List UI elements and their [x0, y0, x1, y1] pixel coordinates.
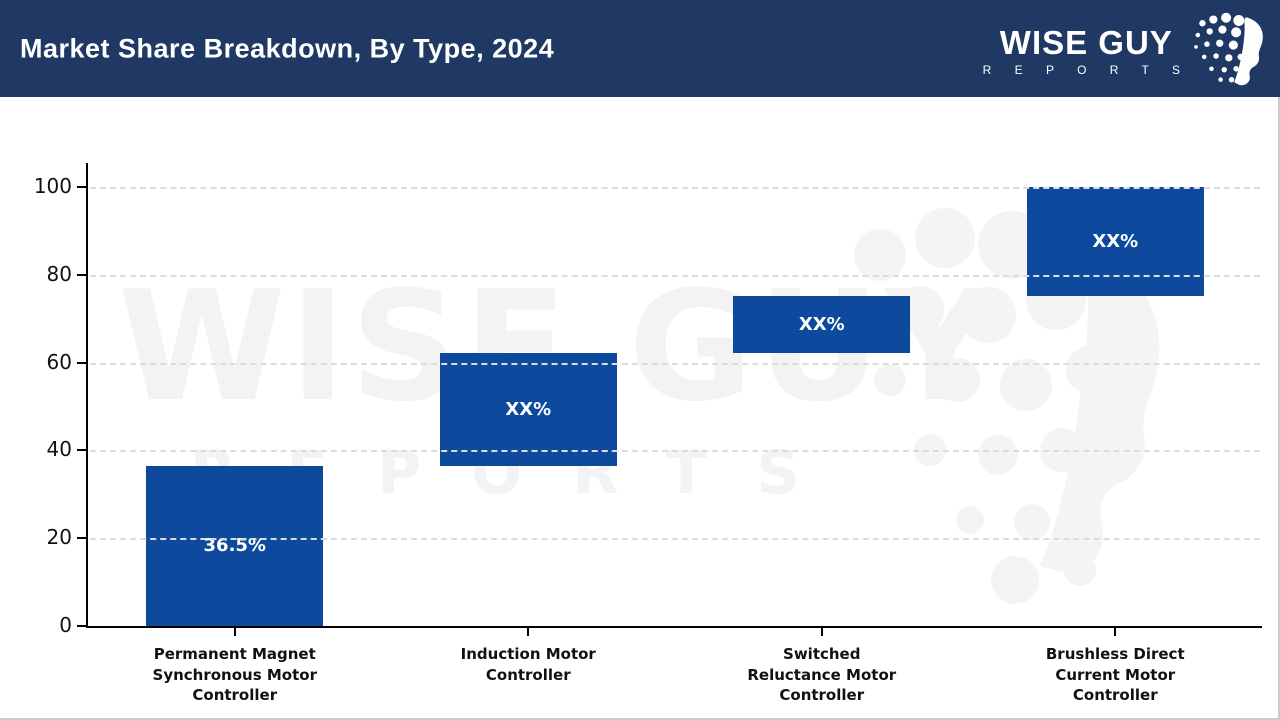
y-axis-tick-label: 40	[46, 437, 72, 462]
x-axis-tick	[1114, 628, 1117, 636]
y-axis-tick-label: 20	[46, 525, 72, 550]
y-axis-tick-label: 100	[33, 174, 72, 199]
bar-segment: XX%	[1026, 187, 1204, 296]
x-category-label: Brushless Direct Current Motor Controlle…	[1045, 645, 1185, 705]
gridline	[90, 362, 1260, 365]
gridline	[90, 450, 1260, 453]
bar-value-label: XX%	[1092, 231, 1139, 253]
y-axis-tick	[77, 625, 86, 627]
x-category-label: Permanent Magnet Synchronous Motor Contr…	[152, 645, 317, 705]
chart-plot-area: 36.5% XX% XX% XX% 0 20 40 60 80 100 Permanent Magn…	[34, 163, 1262, 704]
y-axis-tick-label: 80	[46, 261, 72, 286]
x-category-label: Induction Motor Controller	[460, 645, 596, 684]
y-axis-tick-label: 60	[46, 349, 72, 374]
y-axis-tick	[77, 361, 86, 364]
bar-value-label: 36.5%	[203, 535, 266, 557]
logo-text: WISE GUY R E P O R T S	[983, 24, 1190, 77]
gridline	[90, 274, 1260, 277]
gridline	[90, 187, 1260, 190]
x-axis-tick	[527, 628, 530, 636]
bar-segment: XX%	[439, 353, 617, 466]
x-axis-tick	[233, 628, 236, 636]
logo-head-icon	[1194, 12, 1263, 86]
page-title: Market Share Breakdown, By Type, 2024	[20, 33, 555, 63]
logo-wordmark: WISE GUY	[999, 24, 1173, 61]
x-category-label: Switched Reluctance Motor Controller	[747, 645, 897, 705]
y-axis-tick	[77, 537, 86, 540]
x-axis-line	[86, 626, 1262, 628]
y-axis-line	[86, 163, 88, 628]
y-axis-tick-label: 0	[59, 613, 72, 637]
bar-segment: 36.5%	[146, 465, 324, 626]
bar-value-label: XX%	[505, 398, 552, 420]
header-bar: Market Share Breakdown, By Type, 2024 WI…	[0, 0, 1280, 97]
y-axis-tick	[77, 186, 86, 189]
x-axis-tick	[820, 628, 823, 636]
logo-subtitle: R E P O R T S	[982, 63, 1190, 77]
y-axis-tick	[77, 449, 86, 452]
gridline	[90, 538, 1260, 541]
bar-segment: XX%	[733, 295, 911, 354]
bar-value-label: XX%	[798, 313, 845, 335]
y-axis-tick	[77, 273, 86, 276]
wise-guy-reports-logo: WISE GUY R E P O R T S	[983, 8, 1268, 90]
